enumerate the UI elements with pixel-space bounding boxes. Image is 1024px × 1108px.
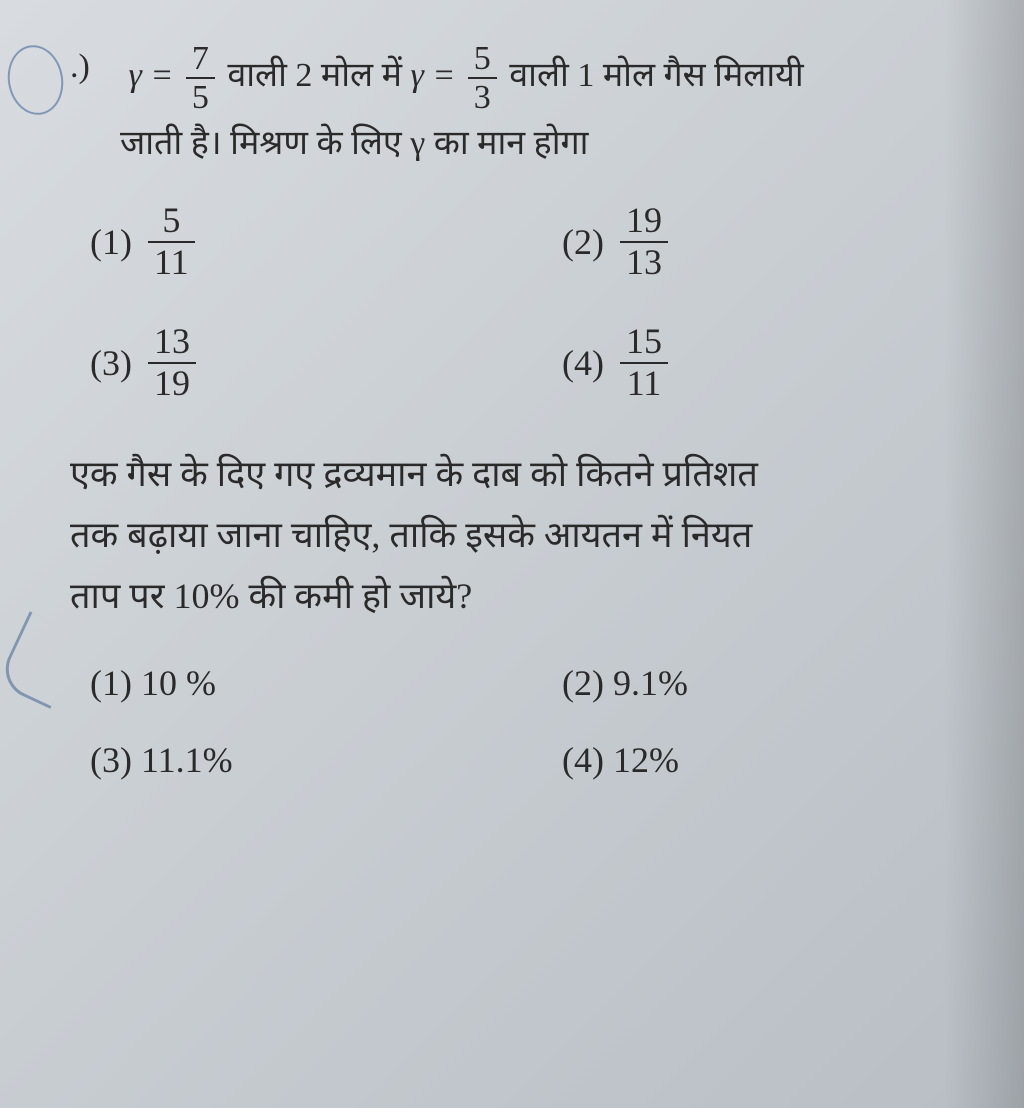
text-part-2: वाली 1 मोल गैस मिलायी bbox=[509, 57, 803, 94]
option-label: (3) bbox=[90, 342, 132, 384]
gamma-symbol-1: γ = bbox=[129, 57, 174, 94]
denominator: 13 bbox=[620, 243, 668, 283]
question-1-text: .) γ = 7 5 वाली 2 मोल में γ = 5 3 वाली 1… bbox=[50, 40, 974, 171]
numerator: 5 bbox=[468, 40, 497, 79]
option-label: (3) bbox=[90, 740, 132, 780]
option-value: 9.1% bbox=[613, 663, 688, 703]
option-fraction: 15 11 bbox=[620, 322, 668, 403]
option-label: (4) bbox=[562, 740, 604, 780]
option-label: (1) bbox=[90, 663, 132, 703]
option-2: (2) 19 13 bbox=[562, 201, 974, 282]
denominator: 19 bbox=[148, 364, 196, 404]
q2-line-2: तक बढ़ाया जाना चाहिए, ताकि इसके आयतन में… bbox=[70, 515, 752, 555]
option-label: (2) bbox=[562, 663, 604, 703]
q2-line-1: एक गैस के दिए गए द्रव्यमान के दाब को कित… bbox=[70, 454, 758, 494]
option-label: (2) bbox=[562, 221, 604, 263]
question-2-options: (1) 10 % (2) 9.1% (3) 11.1% (4) 12% bbox=[50, 662, 974, 781]
option-fraction: 19 13 bbox=[620, 201, 668, 282]
fraction-5-3: 5 3 bbox=[468, 40, 497, 117]
numerator: 7 bbox=[186, 40, 215, 79]
option-1: (1) 5 11 bbox=[90, 201, 502, 282]
text-part-1: वाली 2 मोल में bbox=[227, 57, 402, 94]
option-value: 11.1% bbox=[141, 740, 233, 780]
option-value: 12% bbox=[613, 740, 679, 780]
denominator: 3 bbox=[468, 79, 497, 116]
option-label: (4) bbox=[562, 342, 604, 384]
question-2: एक गैस के दिए गए द्रव्यमान के दाब को कित… bbox=[50, 444, 974, 782]
question-2-text: एक गैस के दिए गए द्रव्यमान के दाब को कित… bbox=[50, 444, 974, 628]
option-4: (4) 15 11 bbox=[562, 322, 974, 403]
denominator: 5 bbox=[186, 79, 215, 116]
numerator: 13 bbox=[148, 322, 196, 364]
numerator: 5 bbox=[148, 201, 195, 243]
gamma-symbol-2: γ = bbox=[410, 57, 455, 94]
fraction-7-5: 7 5 bbox=[186, 40, 215, 117]
option-1: (1) 10 % bbox=[90, 662, 502, 704]
question-1-options: (1) 5 11 (2) 19 13 (3) 13 19 (4) 15 11 bbox=[50, 201, 974, 403]
option-label: (1) bbox=[90, 221, 132, 263]
text-part-3: जाती है। मिश्रण के लिए γ का मान होगा bbox=[70, 125, 588, 162]
option-3: (3) 13 19 bbox=[90, 322, 502, 403]
option-value: 10 % bbox=[141, 663, 216, 703]
page-edge-shadow bbox=[944, 0, 1024, 1108]
option-3: (3) 11.1% bbox=[90, 739, 502, 781]
numerator: 15 bbox=[620, 322, 668, 364]
option-fraction: 13 19 bbox=[148, 322, 196, 403]
denominator: 11 bbox=[148, 243, 195, 283]
question-1-label: .) bbox=[70, 40, 120, 94]
numerator: 19 bbox=[620, 201, 668, 243]
option-fraction: 5 11 bbox=[148, 201, 195, 282]
q2-line-3: ताप पर 10% की कमी हो जाये? bbox=[70, 576, 472, 616]
option-2: (2) 9.1% bbox=[562, 662, 974, 704]
denominator: 11 bbox=[620, 364, 668, 404]
question-1: .) γ = 7 5 वाली 2 मोल में γ = 5 3 वाली 1… bbox=[50, 40, 974, 404]
option-4: (4) 12% bbox=[562, 739, 974, 781]
